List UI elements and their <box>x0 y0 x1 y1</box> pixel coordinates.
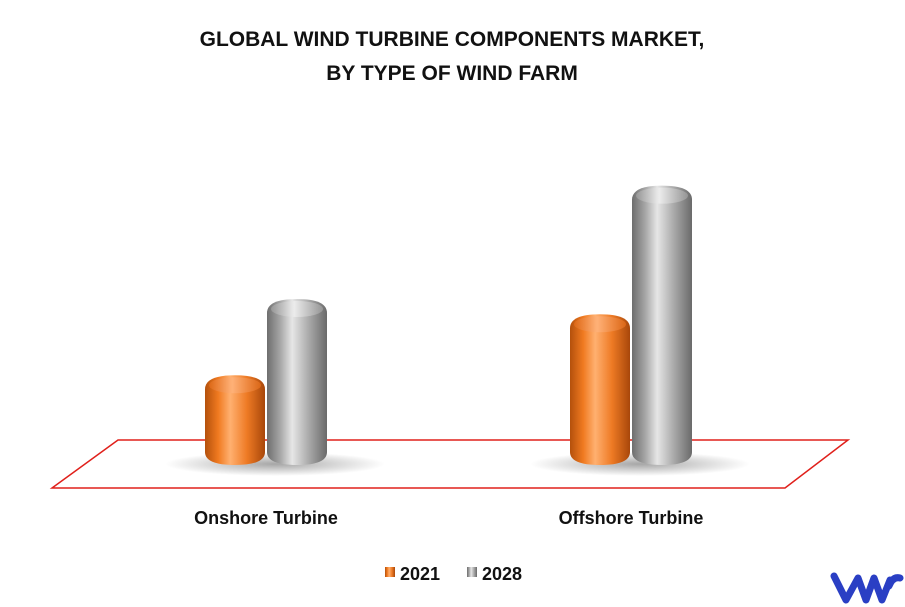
bar-cap <box>636 187 688 204</box>
legend-item-2028: 2028 <box>467 564 522 584</box>
bar-body <box>205 375 265 465</box>
bar-body <box>632 185 692 465</box>
bar-2028-0 <box>267 298 327 465</box>
bar-2028-1 <box>632 185 692 465</box>
bar-2021-1 <box>570 314 630 465</box>
bar-cap <box>271 300 323 317</box>
legend-label-2028: 2028 <box>482 564 522 584</box>
bar-body <box>570 314 630 465</box>
legend-label-2021: 2021 <box>400 564 440 584</box>
category-labels: Onshore Turbine Offshore Turbine <box>194 508 703 528</box>
bar-2021-0 <box>205 375 265 465</box>
bar-cap <box>209 377 261 394</box>
chart-title: GLOBAL WIND TURBINE COMPONENTS MARKET, B… <box>200 28 705 85</box>
chart-title-line-2: BY TYPE OF WIND FARM <box>326 62 578 85</box>
category-label: Offshore Turbine <box>559 508 704 528</box>
bar-cap <box>574 316 626 333</box>
category-label: Onshore Turbine <box>194 508 338 528</box>
vmr-logo-icon <box>830 572 904 604</box>
chart-title-line-1: GLOBAL WIND TURBINE COMPONENTS MARKET, <box>200 28 705 51</box>
legend-swatch-2021 <box>385 567 395 577</box>
bars <box>205 185 692 465</box>
bar-body <box>267 298 327 465</box>
legend-item-2021: 2021 <box>385 564 440 584</box>
legend-swatch-2028 <box>467 567 477 577</box>
legend: 2021 2028 <box>385 564 522 584</box>
